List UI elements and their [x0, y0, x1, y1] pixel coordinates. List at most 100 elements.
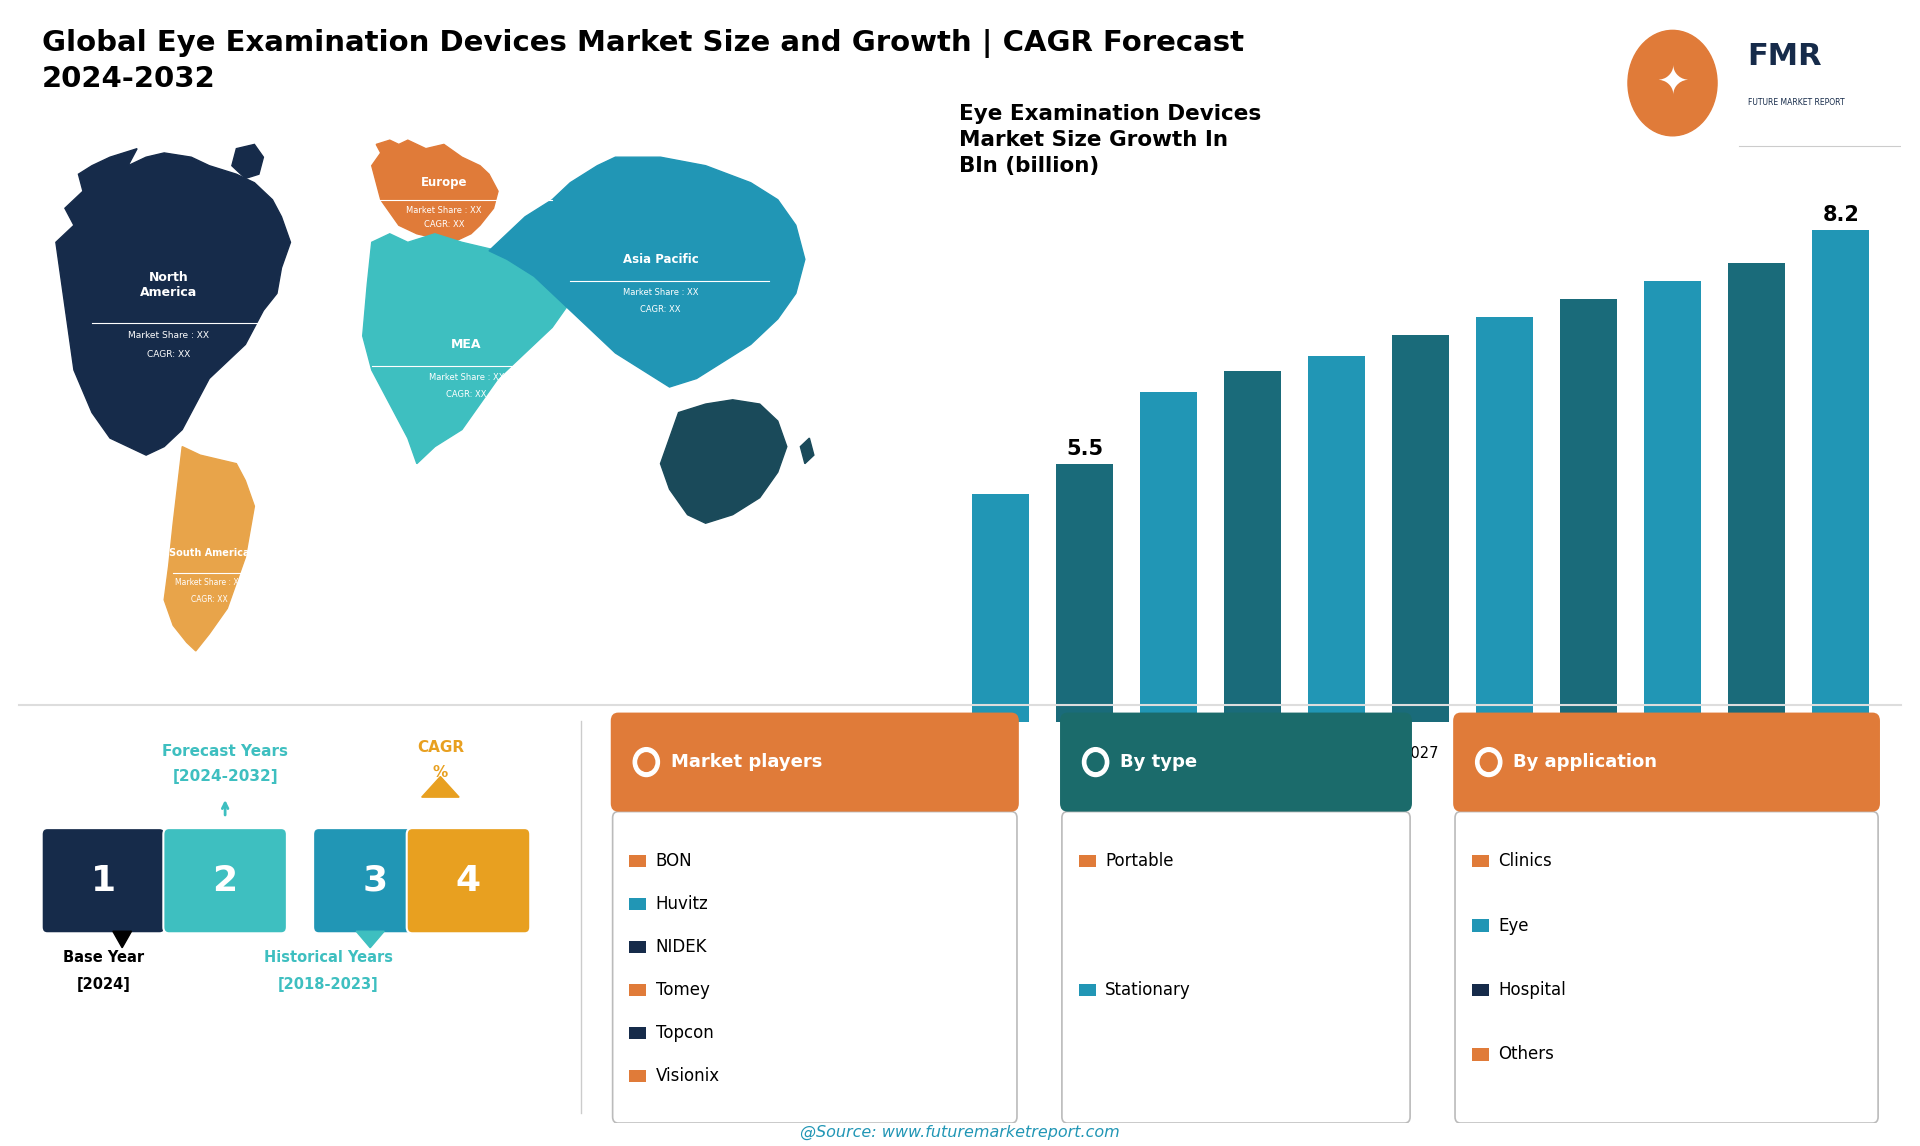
Text: Huvitz: Huvitz [657, 895, 708, 913]
FancyBboxPatch shape [1473, 855, 1488, 868]
Text: 2025: 2025 [1235, 746, 1271, 761]
Text: NIDEK: NIDEK [657, 939, 707, 956]
Text: [2024]: [2024] [77, 978, 131, 992]
Text: 4: 4 [455, 864, 482, 897]
FancyBboxPatch shape [630, 983, 647, 996]
FancyBboxPatch shape [612, 811, 1018, 1123]
Bar [1140, 392, 1198, 722]
Text: Europe: Europe [420, 176, 467, 189]
Text: Asia Pacific: Asia Pacific [622, 253, 699, 266]
Text: BON: BON [657, 853, 693, 870]
Polygon shape [372, 140, 497, 242]
Text: 2027: 2027 [1402, 746, 1440, 761]
Text: By type: By type [1119, 753, 1196, 771]
FancyBboxPatch shape [630, 898, 647, 910]
Text: 2032: 2032 [1822, 746, 1859, 761]
Text: Portable: Portable [1106, 853, 1173, 870]
Bar [1392, 335, 1450, 722]
Text: South America: South America [169, 548, 250, 558]
FancyBboxPatch shape [407, 829, 530, 933]
FancyBboxPatch shape [630, 941, 647, 953]
Text: CAGR: XX: CAGR: XX [639, 305, 682, 314]
Polygon shape [363, 234, 570, 464]
Text: Stationary: Stationary [1106, 981, 1190, 999]
Text: North
America: North America [140, 270, 198, 299]
Bar [972, 494, 1029, 722]
Text: Market Share : XX: Market Share : XX [129, 331, 209, 339]
Text: FMR: FMR [1747, 42, 1822, 71]
Polygon shape [422, 777, 459, 798]
Text: Market Share : XX: Market Share : XX [175, 579, 244, 588]
Text: MEA: MEA [451, 338, 482, 351]
Text: 2022: 2022 [981, 746, 1020, 761]
Text: By application: By application [1513, 753, 1657, 771]
FancyBboxPatch shape [1062, 811, 1409, 1123]
Polygon shape [801, 438, 814, 464]
Text: CAGR: XX: CAGR: XX [190, 595, 228, 604]
Text: CAGR: XX: CAGR: XX [424, 220, 465, 229]
Text: Eye Examination Devices
Market Size Growth In
Bln (billion): Eye Examination Devices Market Size Grow… [958, 103, 1261, 176]
Text: [2018-2023]: [2018-2023] [278, 978, 378, 992]
FancyBboxPatch shape [1060, 713, 1411, 811]
FancyBboxPatch shape [611, 713, 1020, 811]
FancyBboxPatch shape [313, 829, 436, 933]
Text: Forecast Years: Forecast Years [161, 744, 288, 760]
FancyBboxPatch shape [630, 855, 647, 868]
Bar [1728, 262, 1786, 722]
Text: ✦: ✦ [1657, 64, 1690, 102]
Text: [2024-2032]: [2024-2032] [173, 769, 278, 784]
Text: @Source: www.futuremarketreport.com: @Source: www.futuremarketreport.com [801, 1125, 1119, 1140]
Circle shape [1628, 31, 1716, 136]
Bar [1812, 229, 1870, 722]
Circle shape [1083, 747, 1108, 777]
Text: Hospital: Hospital [1498, 981, 1567, 999]
Text: Tomey: Tomey [657, 981, 710, 999]
Bar [1056, 464, 1114, 722]
Text: 2: 2 [213, 864, 238, 897]
Circle shape [637, 753, 655, 771]
Text: 2031: 2031 [1738, 746, 1776, 761]
Polygon shape [56, 149, 290, 455]
FancyBboxPatch shape [630, 1027, 647, 1039]
Text: Global Eye Examination Devices Market Size and Growth | CAGR Forecast
2024-2032: Global Eye Examination Devices Market Si… [42, 29, 1244, 93]
Bar [1476, 316, 1534, 722]
Circle shape [634, 747, 659, 777]
Text: 1: 1 [90, 864, 115, 897]
FancyBboxPatch shape [630, 1070, 647, 1082]
FancyBboxPatch shape [1453, 713, 1880, 811]
Text: 3: 3 [363, 864, 388, 897]
FancyBboxPatch shape [1455, 811, 1878, 1123]
Text: 2024: 2024 [1150, 746, 1187, 761]
Text: Market Share : XX: Market Share : XX [407, 205, 482, 214]
Text: 8.2: 8.2 [1822, 205, 1859, 225]
Text: Clinics: Clinics [1498, 853, 1551, 870]
FancyBboxPatch shape [1473, 1049, 1488, 1061]
FancyBboxPatch shape [1079, 855, 1096, 868]
Text: Market players: Market players [670, 753, 822, 771]
Text: Base Year: Base Year [63, 950, 144, 965]
Text: 2023: 2023 [1066, 746, 1104, 761]
Bar [1308, 355, 1365, 722]
Text: 2030: 2030 [1655, 746, 1692, 761]
Text: Market Share : XX: Market Share : XX [622, 288, 699, 297]
FancyBboxPatch shape [1473, 983, 1488, 996]
Text: %: % [432, 764, 447, 779]
Text: 5.5: 5.5 [1066, 439, 1104, 460]
Text: 2029: 2029 [1571, 746, 1607, 761]
Text: Historical Years: Historical Years [263, 950, 392, 965]
FancyBboxPatch shape [163, 829, 286, 933]
FancyBboxPatch shape [1079, 983, 1096, 996]
Text: Visionix: Visionix [657, 1067, 720, 1085]
Polygon shape [355, 932, 384, 948]
Bar [1225, 371, 1281, 722]
Polygon shape [232, 144, 263, 179]
Circle shape [1480, 753, 1498, 771]
Text: Eye: Eye [1498, 917, 1528, 935]
Polygon shape [165, 447, 253, 651]
Polygon shape [113, 932, 131, 948]
Bar [1561, 299, 1617, 722]
Text: FUTURE MARKET REPORT: FUTURE MARKET REPORT [1747, 99, 1845, 108]
Polygon shape [490, 157, 804, 387]
FancyBboxPatch shape [42, 829, 165, 933]
Text: CAGR: XX: CAGR: XX [148, 351, 190, 359]
